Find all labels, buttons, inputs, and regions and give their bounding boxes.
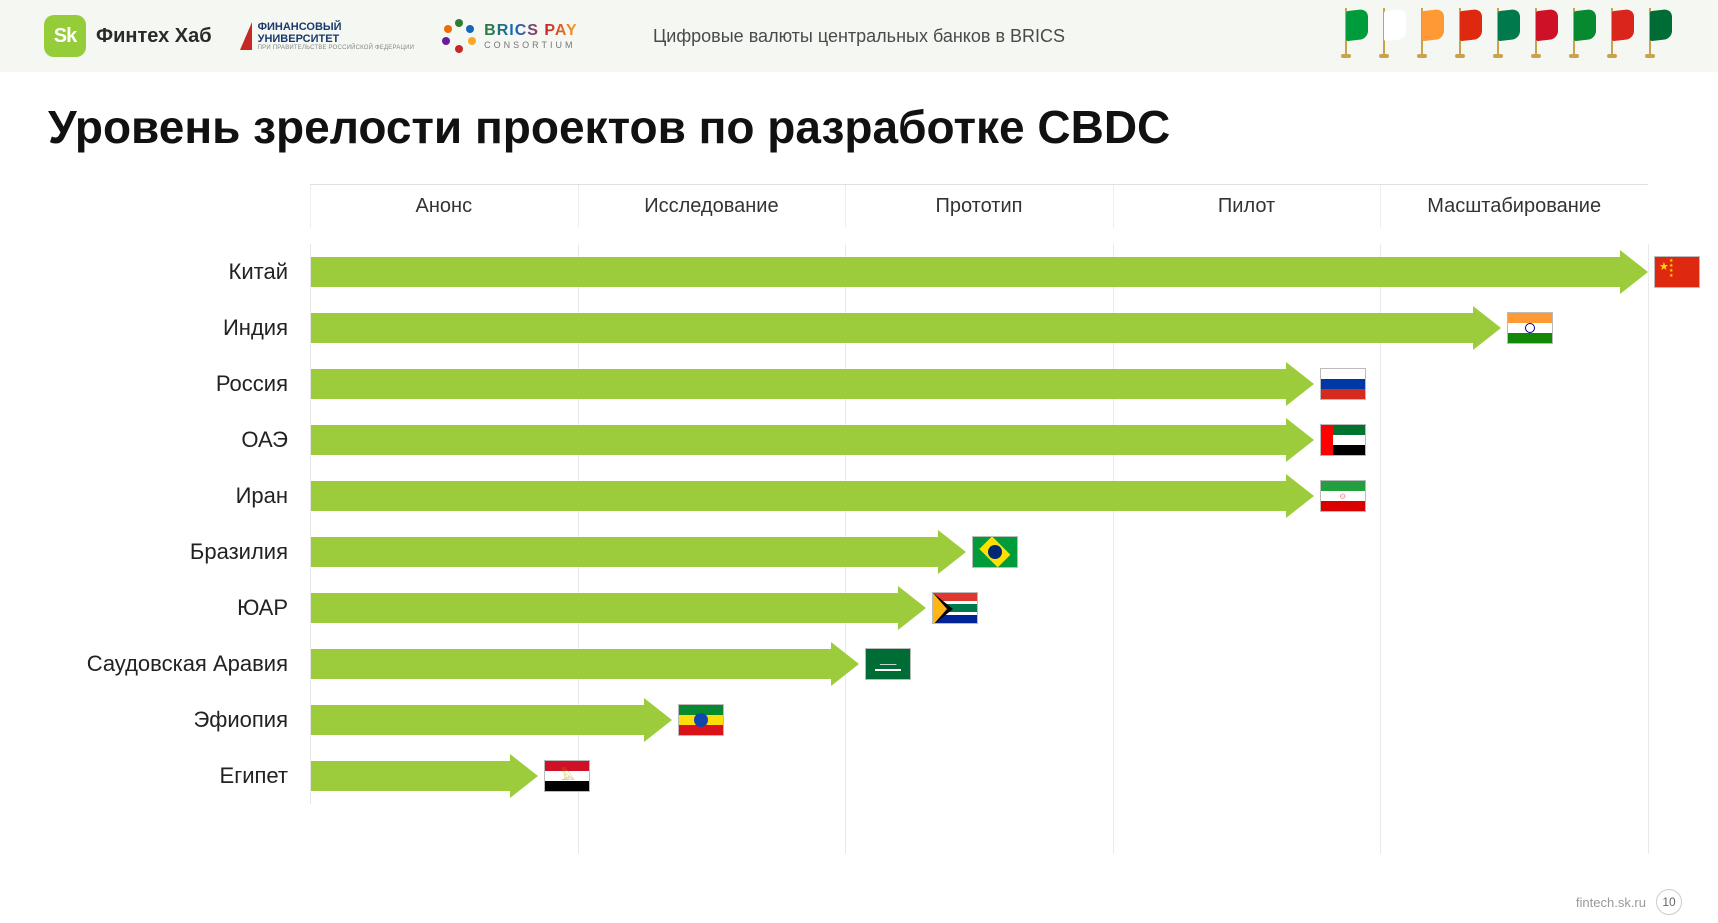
header-flag-icon	[1572, 8, 1598, 58]
brics-wheel-icon	[442, 19, 476, 53]
row-label: Иран	[80, 483, 310, 509]
chart-row: Египет 𓅓	[80, 748, 1648, 804]
country-flag-icon: ۞	[1320, 480, 1366, 512]
chart-row: Эфиопия	[80, 692, 1648, 748]
header-flag-icon	[1420, 8, 1446, 58]
row-label: ОАЭ	[80, 427, 310, 453]
bar-area	[310, 580, 1648, 636]
bar-area	[310, 356, 1648, 412]
stage-header: Исследование	[578, 184, 846, 228]
footer-url: fintech.sk.ru	[1576, 895, 1646, 910]
logo-skolkovo: Sk Финтех Хаб	[44, 15, 212, 57]
header-flag-icon	[1648, 8, 1674, 58]
stage-header: Прототип	[845, 184, 1113, 228]
sk-text: Финтех Хаб	[96, 25, 212, 48]
logo-finuniversity: ФИНАНСОВЫЙ УНИВЕРСИТЕТ ПРИ ПРАВИТЕЛЬСТВЕ…	[240, 21, 415, 51]
maturity-chart: АнонсИсследованиеПрототипПилотМасштабиро…	[80, 184, 1648, 854]
row-label: Бразилия	[80, 539, 310, 565]
bar-area: 𓅓	[310, 748, 1648, 804]
chart-row: Россия	[80, 356, 1648, 412]
country-flag-icon	[932, 592, 978, 624]
maturity-arrow	[311, 257, 1648, 287]
header-title: Цифровые валюты центральных банков в BRI…	[653, 26, 1065, 47]
bar-area	[310, 524, 1648, 580]
chart-row: Индия	[80, 300, 1648, 356]
header-flag-icon	[1534, 8, 1560, 58]
maturity-arrow	[311, 425, 1314, 455]
row-label: Россия	[80, 371, 310, 397]
maturity-arrow	[311, 649, 859, 679]
bar-area	[310, 412, 1648, 468]
country-flag-icon	[1320, 368, 1366, 400]
maturity-arrow	[311, 481, 1314, 511]
stage-header: Анонс	[310, 184, 578, 228]
maturity-arrow	[311, 705, 672, 735]
finuniv-sail-icon	[240, 22, 252, 50]
finuniv-sub: ПРИ ПРАВИТЕЛЬСТВЕ РОССИЙСКОЙ ФЕДЕРАЦИИ	[258, 45, 415, 51]
finuniv-line1: ФИНАНСОВЫЙ	[258, 21, 415, 33]
country-flag-icon	[1507, 312, 1553, 344]
row-label: ЮАР	[80, 595, 310, 621]
row-label: Индия	[80, 315, 310, 341]
maturity-arrow	[311, 761, 538, 791]
bar-area: ـــــــ	[310, 636, 1648, 692]
country-flag-icon	[972, 536, 1018, 568]
finuniv-line2: УНИВЕРСИТЕТ	[258, 33, 415, 45]
row-label: Китай	[80, 259, 310, 285]
country-flag-icon: 𓅓	[544, 760, 590, 792]
maturity-arrow	[311, 369, 1314, 399]
chart-row: Бразилия	[80, 524, 1648, 580]
stage-header: Пилот	[1113, 184, 1381, 228]
header-flag-icon	[1610, 8, 1636, 58]
bar-area: ۞	[310, 468, 1648, 524]
maturity-arrow	[311, 537, 966, 567]
stage-header: Масштабирование	[1380, 184, 1648, 228]
chart-row: Саудовская Аравия ـــــــ	[80, 636, 1648, 692]
chart-row: Иран ۞	[80, 468, 1648, 524]
chart-row: ОАЭ	[80, 412, 1648, 468]
header-flags-row	[1344, 8, 1674, 58]
footer: fintech.sk.ru 10	[1576, 889, 1682, 915]
logo-bricspay: BRICS PAY CONSORTIUM	[442, 19, 577, 53]
country-flag-icon: ـــــــ	[865, 648, 911, 680]
maturity-arrow	[311, 593, 926, 623]
header-flag-icon	[1458, 8, 1484, 58]
bar-area: ★★★★★	[310, 244, 1648, 300]
country-flag-icon	[1320, 424, 1366, 456]
bar-area	[310, 300, 1648, 356]
row-label: Египет	[80, 763, 310, 789]
maturity-arrow	[311, 313, 1501, 343]
chart-row: Китай★★★★★	[80, 244, 1648, 300]
bar-area	[310, 692, 1648, 748]
stage-headers: АнонсИсследованиеПрототипПилотМасштабиро…	[310, 184, 1648, 228]
chart-rows: Китай★★★★★ИндияРоссияОАЭИран۞БразилияЮАР…	[80, 244, 1648, 854]
header-flag-icon	[1496, 8, 1522, 58]
sk-badge: Sk	[44, 15, 86, 57]
country-flag-icon: ★★★★★	[1654, 256, 1700, 288]
row-label: Саудовская Аравия	[80, 651, 310, 677]
header-flag-icon	[1344, 8, 1370, 58]
chart-row: ЮАР	[80, 580, 1648, 636]
brics-text2: CONSORTIUM	[484, 40, 577, 50]
row-label: Эфиопия	[80, 707, 310, 733]
brics-text1: BRICS PAY	[484, 22, 577, 40]
country-flag-icon	[678, 704, 724, 736]
page-title: Уровень зрелости проектов по разработке …	[0, 72, 1718, 164]
page-number: 10	[1656, 889, 1682, 915]
header-bar: Sk Финтех Хаб ФИНАНСОВЫЙ УНИВЕРСИТЕТ ПРИ…	[0, 0, 1718, 72]
header-flag-icon	[1382, 8, 1408, 58]
